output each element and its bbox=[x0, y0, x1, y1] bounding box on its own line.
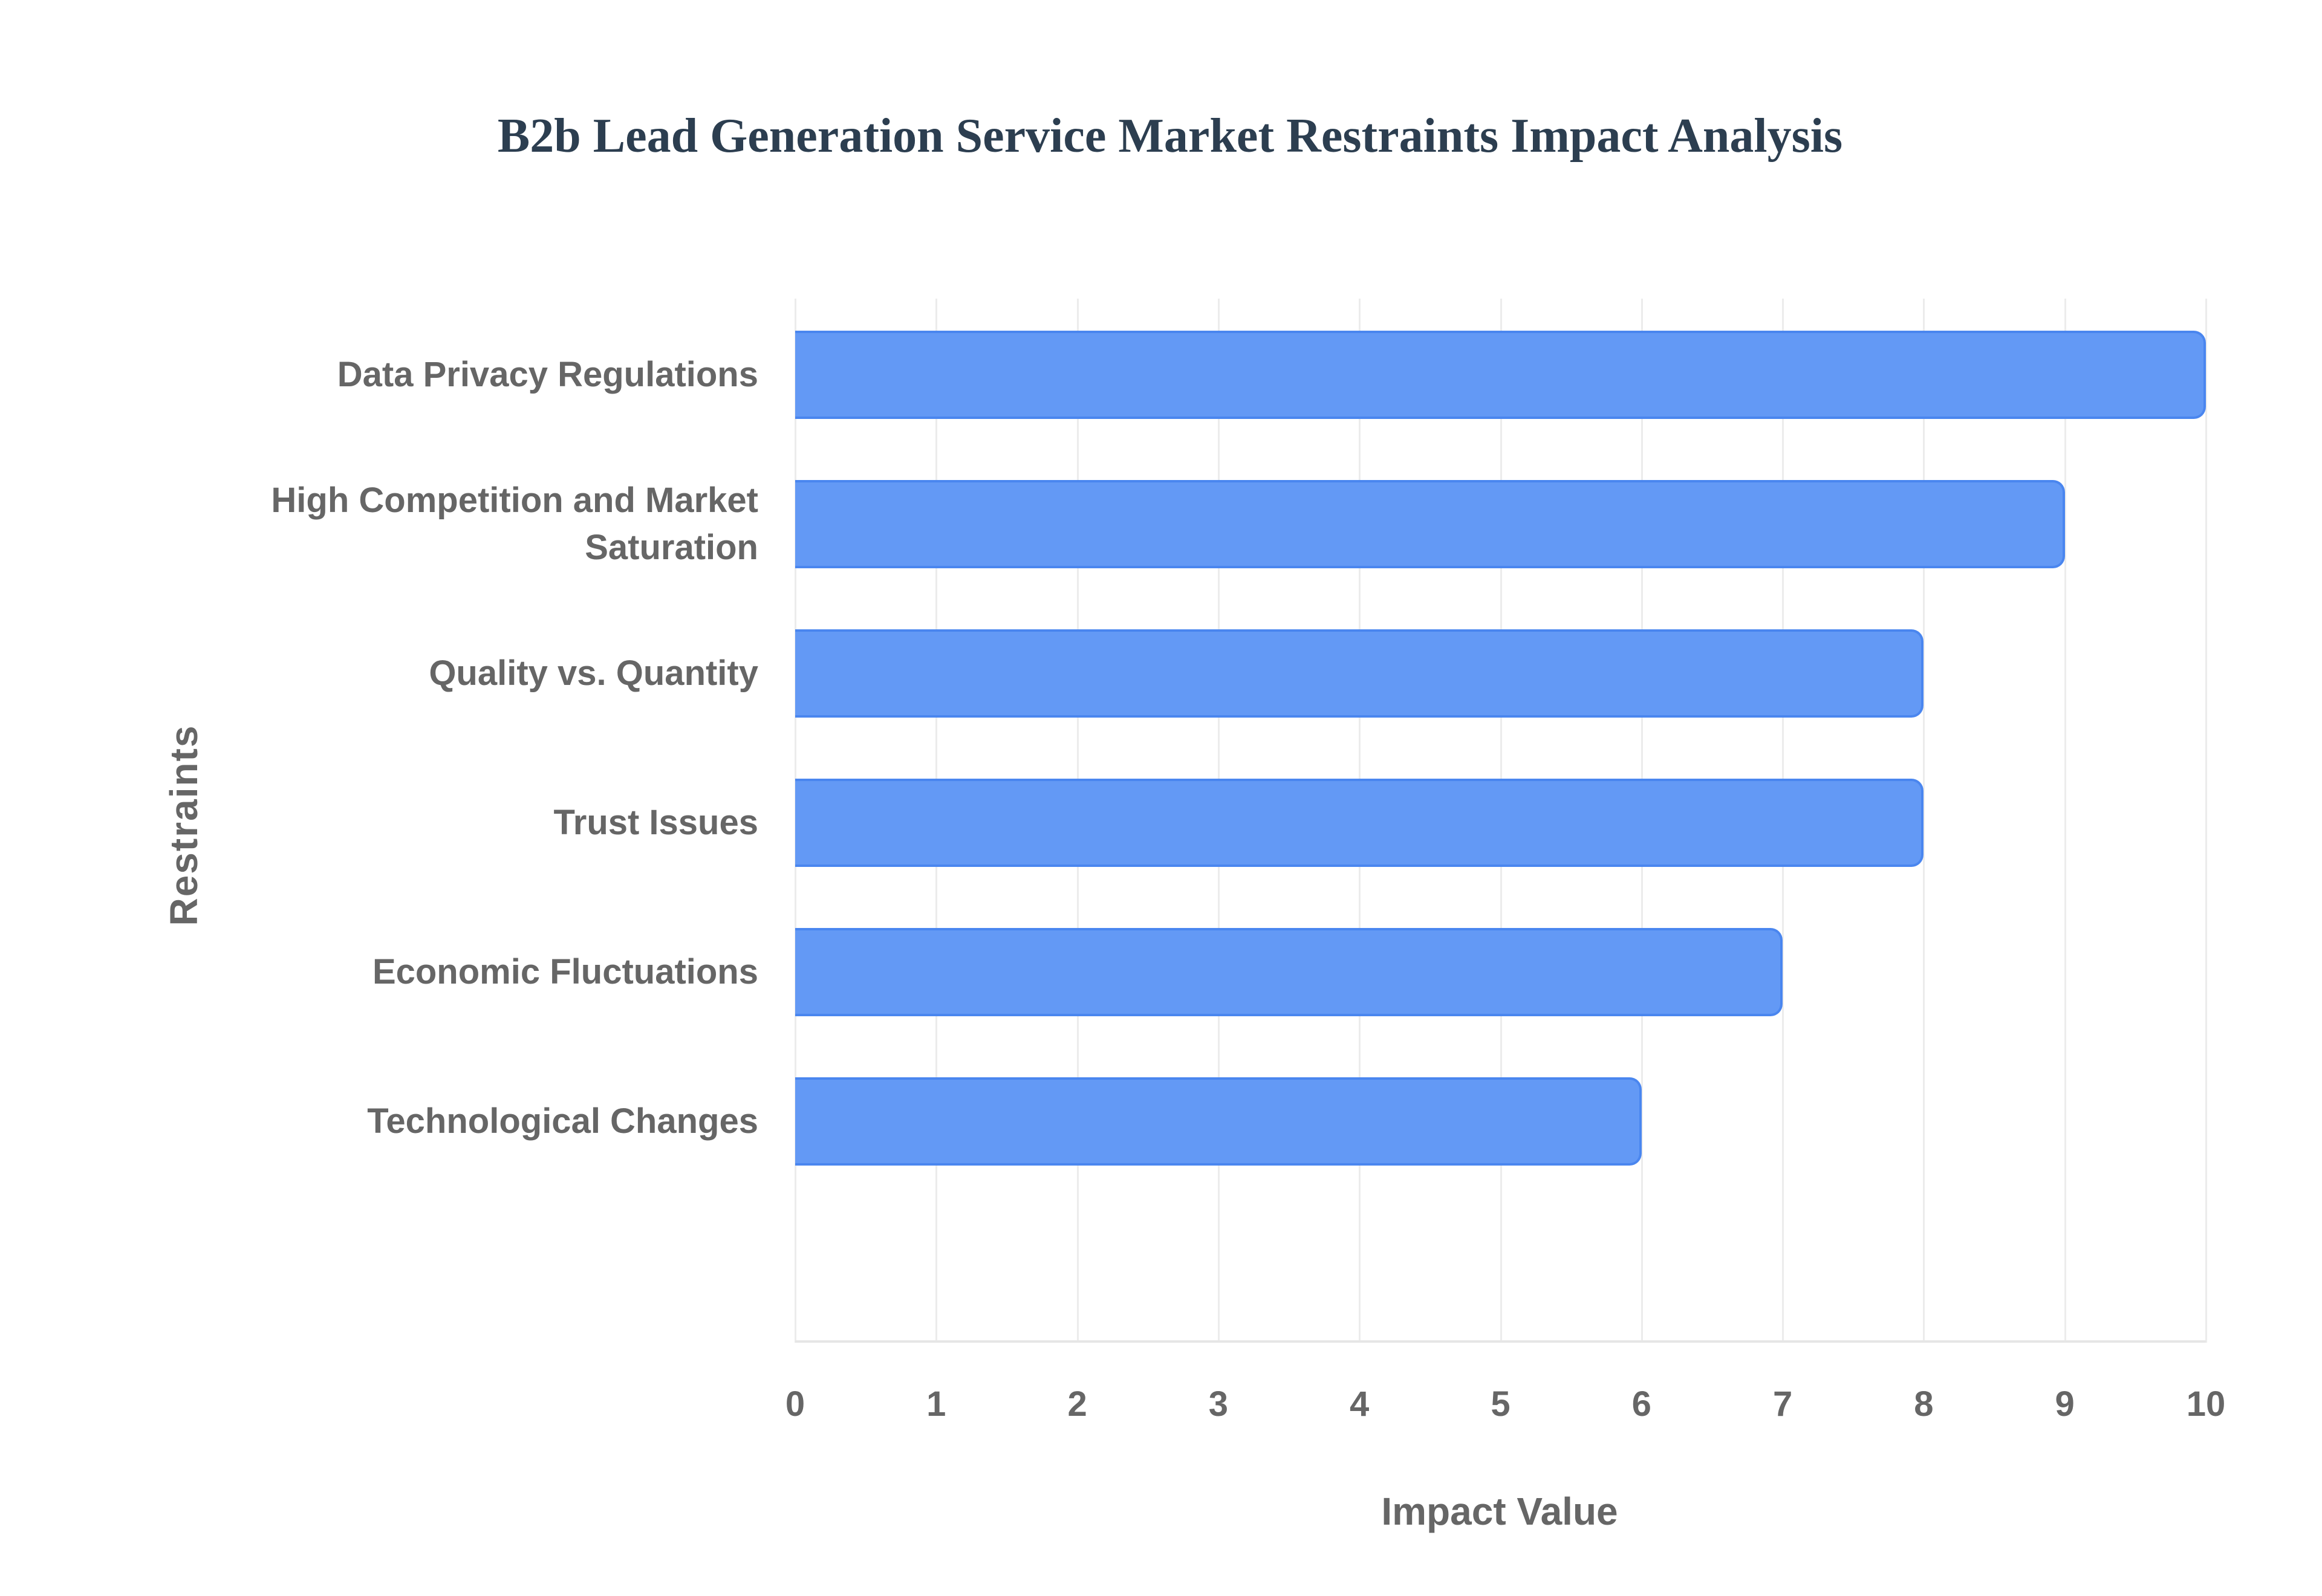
x-tick-label: 4 bbox=[1350, 1384, 1370, 1424]
bar[interactable] bbox=[795, 480, 2065, 568]
chart-title: B2b Lead Generation Service Market Restr… bbox=[497, 109, 1843, 163]
y-axis-label: Trust Issues bbox=[154, 799, 758, 846]
bar[interactable] bbox=[795, 928, 1783, 1016]
y-axis-label: Data Privacy Regulations bbox=[154, 351, 758, 398]
bar[interactable] bbox=[795, 779, 1924, 867]
x-tick-label: 0 bbox=[785, 1384, 805, 1424]
x-tick-label: 7 bbox=[1772, 1384, 1793, 1424]
gridline bbox=[2205, 299, 2207, 1343]
y-axis-label: High Competition and Market Saturation bbox=[154, 477, 758, 571]
y-axis-label: Technological Changes bbox=[154, 1098, 758, 1145]
x-tick-label: 2 bbox=[1067, 1384, 1087, 1424]
y-axis-label-line: Quality vs. Quantity bbox=[429, 654, 758, 693]
y-axis-label: Quality vs. Quantity bbox=[154, 650, 758, 697]
y-axis-label-line: High Competition and Market bbox=[271, 481, 758, 520]
bar[interactable] bbox=[795, 629, 1924, 718]
gridline bbox=[1923, 299, 1925, 1343]
plot-area bbox=[795, 299, 2207, 1343]
y-axis-label-line: Data Privacy Regulations bbox=[337, 355, 758, 394]
x-tick-label: 9 bbox=[2055, 1384, 2075, 1424]
x-tick-label: 5 bbox=[1491, 1384, 1511, 1424]
y-axis-label: Economic Fluctuations bbox=[154, 949, 758, 996]
bar[interactable] bbox=[795, 1077, 1642, 1166]
x-tick-label: 1 bbox=[926, 1384, 946, 1424]
gridline bbox=[2064, 299, 2066, 1343]
y-axis-label-line: Saturation bbox=[585, 528, 758, 567]
x-axis-title: Impact Value bbox=[1381, 1490, 1618, 1533]
x-tick-label: 10 bbox=[2186, 1384, 2226, 1424]
bar[interactable] bbox=[795, 331, 2206, 419]
x-tick-label: 3 bbox=[1208, 1384, 1229, 1424]
x-tick-label: 8 bbox=[1914, 1384, 1934, 1424]
x-axis-line bbox=[795, 1340, 2206, 1343]
y-axis-label-line: Trust Issues bbox=[553, 803, 758, 842]
y-axis-label-line: Technological Changes bbox=[367, 1101, 758, 1141]
x-tick-label: 6 bbox=[1631, 1384, 1651, 1424]
y-axis-label-line: Economic Fluctuations bbox=[372, 952, 758, 991]
